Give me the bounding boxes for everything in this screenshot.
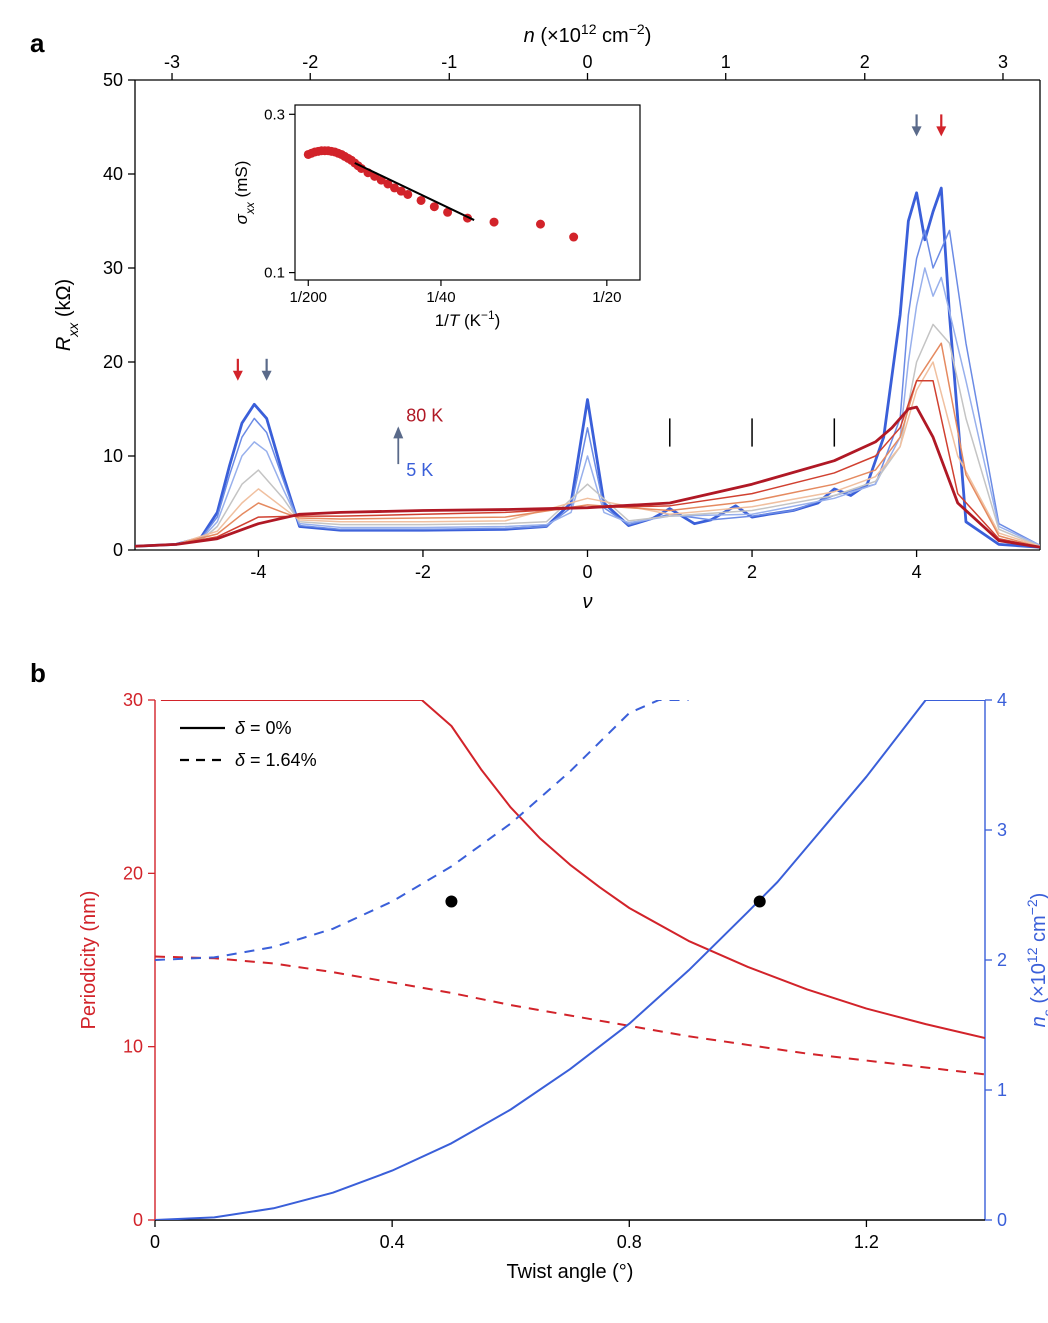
svg-text:50: 50: [103, 70, 123, 90]
svg-text:σxx (mS): σxx (mS): [232, 161, 257, 225]
svg-text:-2: -2: [302, 52, 318, 72]
temp-high-label: 80 K: [406, 405, 443, 425]
inset-frame: [295, 105, 640, 280]
svg-text:30: 30: [103, 258, 123, 278]
marker-dot: [754, 896, 766, 908]
svg-text:10: 10: [103, 446, 123, 466]
svg-text:0: 0: [997, 1210, 1007, 1230]
svg-text:1/20: 1/20: [592, 289, 621, 306]
svg-text:-3: -3: [164, 52, 180, 72]
svg-text:1/40: 1/40: [426, 289, 455, 306]
svg-text:ns (×1012 cm−2): ns (×1012 cm−2): [1024, 893, 1048, 1028]
svg-text:ν: ν: [583, 591, 593, 613]
svg-text:0: 0: [582, 562, 592, 582]
svg-text:30: 30: [123, 690, 143, 710]
svg-text:4: 4: [912, 562, 922, 582]
svg-text:0: 0: [150, 1232, 160, 1252]
temp-low-label: 5 K: [406, 460, 433, 480]
svg-text:3: 3: [997, 820, 1007, 840]
svg-text:0.1: 0.1: [264, 265, 285, 282]
svg-text:3: 3: [998, 52, 1008, 72]
inset-point: [490, 218, 499, 227]
figure-container: a-4-2024ν01020304050Rxx (kΩ)-3-2-10123n …: [20, 20, 1048, 1303]
svg-text:10: 10: [123, 1037, 143, 1057]
svg-text:4: 4: [997, 690, 1007, 710]
svg-text:0.8: 0.8: [617, 1232, 642, 1252]
svg-text:1: 1: [997, 1080, 1007, 1100]
svg-text:b: b: [30, 658, 46, 688]
svg-text:Twist angle (°): Twist angle (°): [507, 1261, 634, 1283]
svg-text:0.4: 0.4: [380, 1232, 405, 1252]
svg-text:0: 0: [133, 1210, 143, 1230]
svg-text:-4: -4: [250, 562, 266, 582]
svg-text:20: 20: [123, 863, 143, 883]
svg-text:-1: -1: [441, 52, 457, 72]
svg-text:0: 0: [113, 540, 123, 560]
marker-dot: [445, 896, 457, 908]
svg-text:1/T (K−1): 1/T (K−1): [435, 308, 501, 330]
inset-point: [403, 190, 412, 199]
svg-text:δ = 1.64%: δ = 1.64%: [235, 750, 317, 770]
svg-text:0.3: 0.3: [264, 106, 285, 123]
svg-text:a: a: [30, 28, 45, 58]
svg-text:Periodicity (nm): Periodicity (nm): [78, 891, 100, 1030]
svg-text:2: 2: [997, 950, 1007, 970]
inset-point: [569, 233, 578, 242]
svg-text:n (×1012 cm−2): n (×1012 cm−2): [524, 21, 652, 47]
svg-text:2: 2: [747, 562, 757, 582]
svg-text:40: 40: [103, 164, 123, 184]
svg-text:1/200: 1/200: [289, 289, 327, 306]
svg-text:1.2: 1.2: [854, 1232, 879, 1252]
legend: δ = 0% δ = 1.64%: [180, 718, 317, 770]
series-T5: [135, 362, 1040, 546]
svg-text:δ = 0%: δ = 0%: [235, 718, 292, 738]
svg-text:0: 0: [582, 52, 592, 72]
svg-text:-2: -2: [415, 562, 431, 582]
svg-text:2: 2: [860, 52, 870, 72]
svg-text:20: 20: [103, 352, 123, 372]
svg-text:1: 1: [721, 52, 731, 72]
svg-text:Rxx (kΩ): Rxx (kΩ): [53, 279, 81, 351]
figure-svg: a-4-2024ν01020304050Rxx (kΩ)-3-2-10123n …: [20, 20, 1048, 1298]
inset-point: [536, 220, 545, 229]
